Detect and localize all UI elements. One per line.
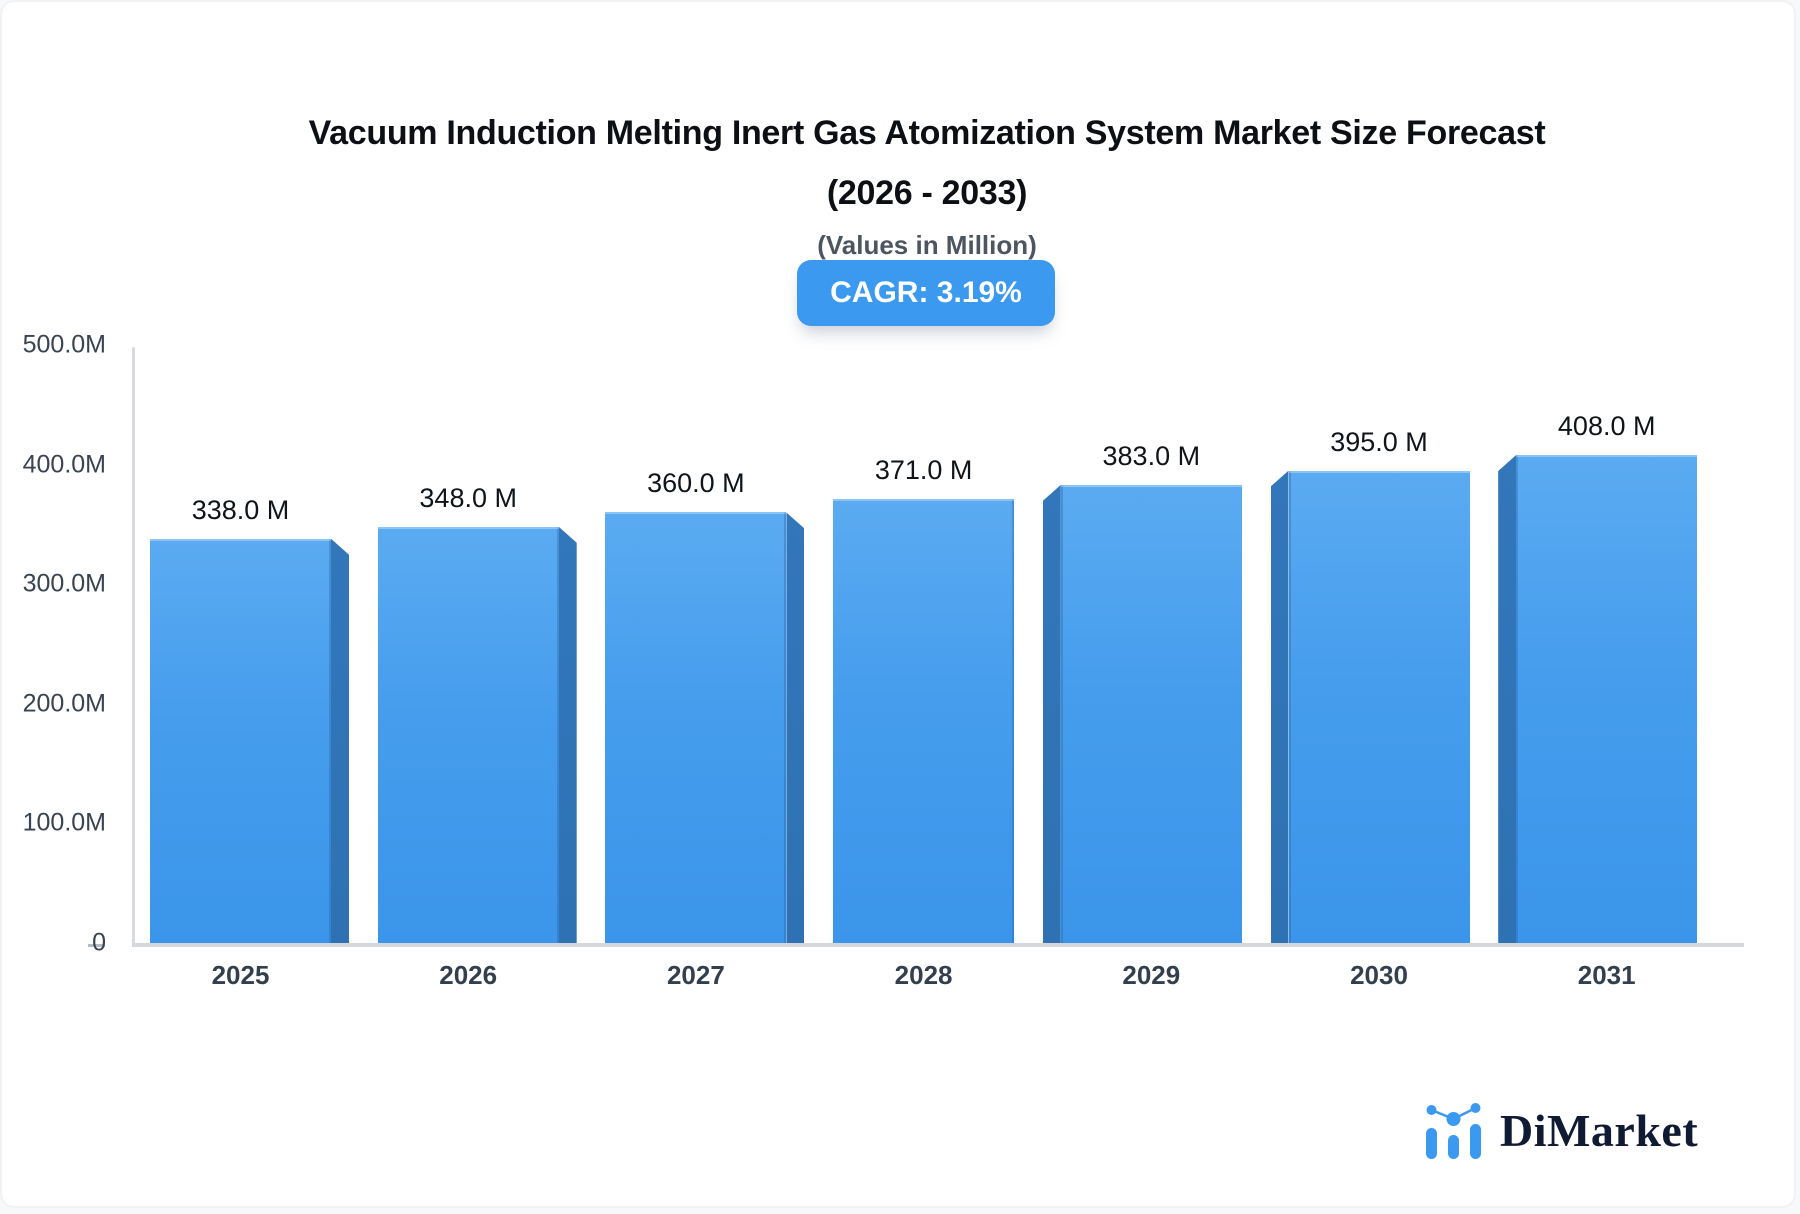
bar-side-2026 xyxy=(558,526,577,943)
bar-2027[interactable] xyxy=(605,512,787,943)
y-axis-label: 0 xyxy=(92,928,106,957)
x-axis-label-2026: 2026 xyxy=(439,960,498,990)
y-axis-line xyxy=(132,347,135,945)
bar-2026[interactable] xyxy=(377,526,559,943)
x-axis-line xyxy=(132,943,1744,947)
x-axis-label-2030: 2030 xyxy=(1350,960,1408,990)
x-axis-label-2029: 2029 xyxy=(1122,960,1181,990)
bar-2030[interactable] xyxy=(1288,470,1470,943)
y-axis-label: 400.0M xyxy=(22,450,106,479)
bar-2029[interactable] xyxy=(1060,484,1242,943)
x-axis-label-2025: 2025 xyxy=(211,960,270,990)
bar-side-2029 xyxy=(1042,484,1061,943)
bar-value-label-2027: 360.0 M xyxy=(647,468,745,499)
y-axis-label: 300.0M xyxy=(22,569,106,598)
bar-chart-logo-icon xyxy=(1424,1101,1486,1159)
bar-2031[interactable] xyxy=(1516,455,1698,943)
cagr-badge: CAGR: 3.19% xyxy=(797,260,1055,326)
bar-value-label-2026: 348.0 M xyxy=(419,482,517,513)
y-axis-label: 200.0M xyxy=(22,689,106,718)
bar-side-2031 xyxy=(1498,455,1517,943)
chart-subtitle: (Values in Million) xyxy=(817,230,1037,260)
bar-value-label-2025: 338.0 M xyxy=(191,494,290,525)
x-axis-label-2028: 2028 xyxy=(894,960,953,990)
zero-tick-mark xyxy=(88,944,105,947)
bar-side-2030 xyxy=(1270,470,1289,943)
bar-2025[interactable] xyxy=(150,538,331,943)
bar-value-label-2029: 383.0 M xyxy=(1102,440,1201,471)
x-axis-label-2031: 2031 xyxy=(1577,960,1636,990)
bar-side-2027 xyxy=(786,512,805,943)
y-axis-label: 100.0M xyxy=(22,808,106,837)
y-axis-label: 500.0M xyxy=(22,330,106,359)
bar-2028[interactable] xyxy=(833,499,1015,943)
x-axis-label-2027: 2027 xyxy=(666,960,725,990)
bar-side-2025 xyxy=(331,538,349,943)
bar-value-label-2031: 408.0 M xyxy=(1557,411,1656,442)
logo-text: DiMarket xyxy=(1500,1104,1699,1156)
page-title: Vacuum Induction Melting Inert Gas Atomi… xyxy=(308,114,1546,152)
dimarket-logo[interactable]: DiMarket xyxy=(1424,1094,1754,1166)
page-title-years: (2026 - 2033) xyxy=(826,174,1028,212)
bar-value-label-2030: 395.0 M xyxy=(1330,426,1428,457)
bar-value-label-2028: 371.0 M xyxy=(874,455,973,486)
